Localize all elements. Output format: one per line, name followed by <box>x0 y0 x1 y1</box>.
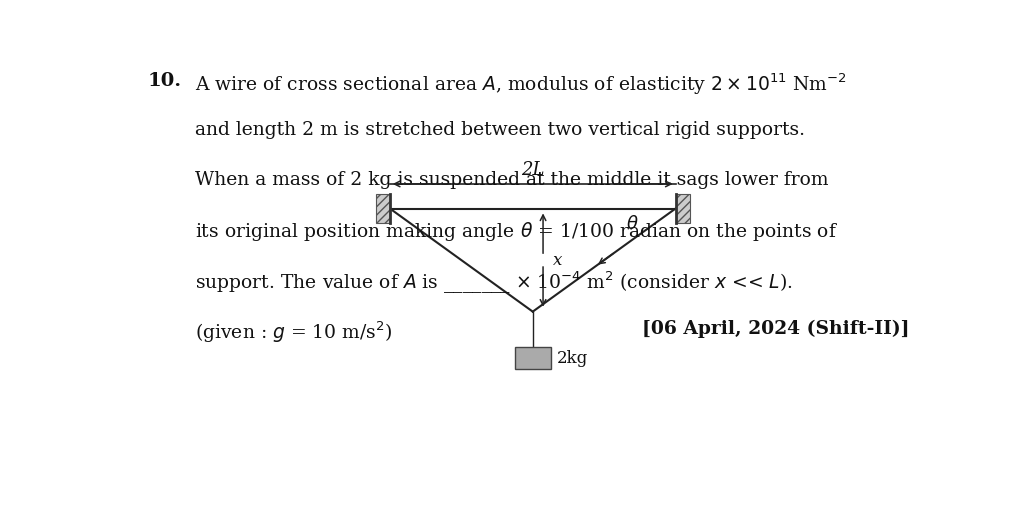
Text: [06 April, 2024 (Shift-II)]: [06 April, 2024 (Shift-II)] <box>642 319 909 338</box>
Text: 2L: 2L <box>521 161 545 179</box>
Text: support. The value of $A$ is _______ $\times$ 10$^{-4}$ m$^2$ (consider $x$ << $: support. The value of $A$ is _______ $\t… <box>196 270 794 297</box>
Text: (given : $g$ = 10 m/s$^2$): (given : $g$ = 10 m/s$^2$) <box>196 319 393 345</box>
FancyBboxPatch shape <box>376 194 390 224</box>
Text: and length 2 m is stretched between two vertical rigid supports.: and length 2 m is stretched between two … <box>196 122 806 139</box>
FancyBboxPatch shape <box>676 194 690 224</box>
Text: A wire of cross sectional area $A$, modulus of elasticity $2 \times 10^{11}$ Nm$: A wire of cross sectional area $A$, modu… <box>196 72 847 97</box>
Text: When a mass of 2 kg is suspended at the middle it sags lower from: When a mass of 2 kg is suspended at the … <box>196 171 829 189</box>
Text: x: x <box>553 251 562 269</box>
Text: $\theta$: $\theta$ <box>626 215 638 233</box>
Text: 10.: 10. <box>147 72 182 90</box>
Text: 2kg: 2kg <box>557 350 588 367</box>
FancyBboxPatch shape <box>515 347 551 369</box>
Text: its original position making angle $\theta$ = 1/100 radian on the points of: its original position making angle $\the… <box>196 220 839 244</box>
